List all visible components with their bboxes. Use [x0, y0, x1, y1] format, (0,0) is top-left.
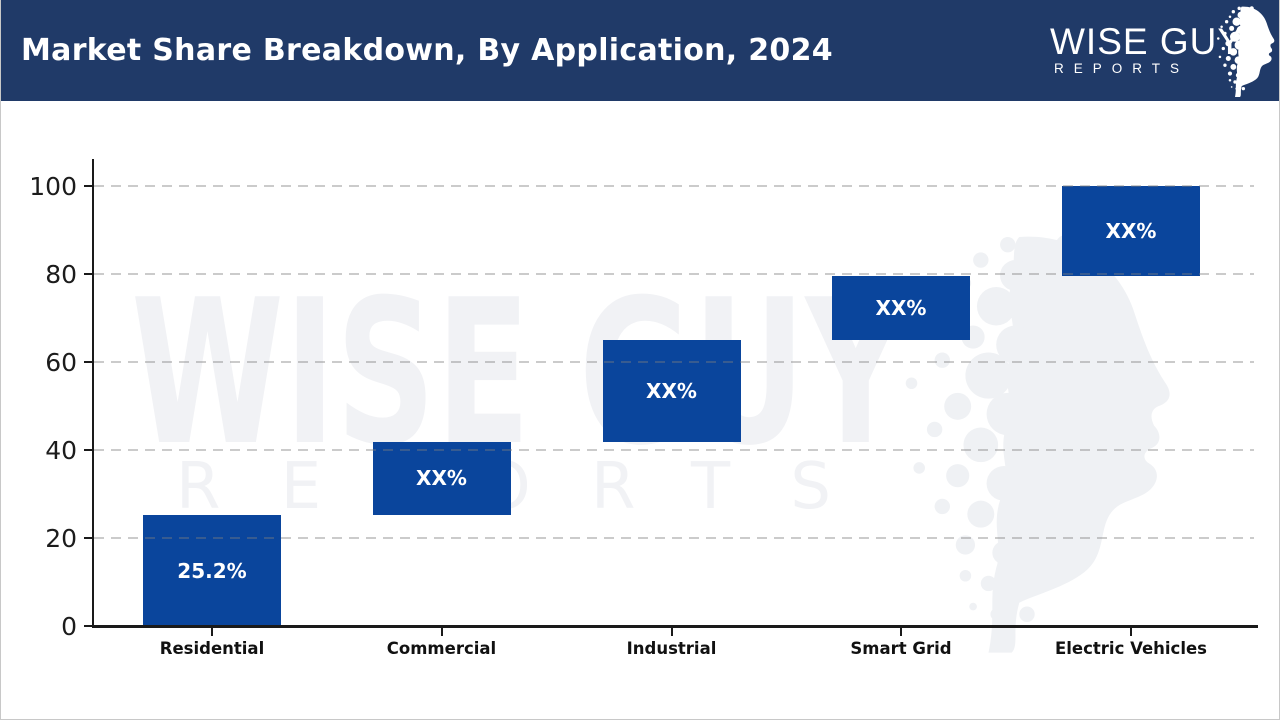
x-tick	[670, 627, 673, 636]
y-tick	[84, 273, 92, 275]
y-tick-label: 40	[45, 435, 77, 465]
page-title: Market Share Breakdown, By Application, …	[21, 33, 833, 68]
y-tick	[84, 537, 92, 539]
watermark: WISE GUY REPORTS	[131, 257, 908, 524]
bar-value-label: XX%	[416, 466, 467, 491]
gridline	[94, 537, 1254, 539]
y-tick	[84, 625, 92, 627]
gridline	[94, 361, 1254, 363]
bar-industrial: XX%	[602, 339, 741, 442]
bar-value-label: XX%	[1105, 219, 1157, 244]
x-category-label: Smart Grid	[850, 639, 952, 658]
x-axis-line	[92, 625, 1258, 628]
y-tick-label: 0	[61, 611, 77, 641]
x-category-label: Residential	[159, 639, 265, 658]
header: Market Share Breakdown, By Application, …	[1, 0, 1280, 101]
x-tick	[900, 627, 902, 636]
wiseguy-logo: WISE GUY REPORTS	[1036, 0, 1280, 101]
bar-smart-grid: XX%	[832, 276, 970, 340]
gridline	[94, 449, 1254, 451]
y-tick	[84, 449, 92, 451]
bar-electric-vehicles: XX%	[1062, 186, 1200, 277]
y-tick-label: 100	[29, 171, 77, 201]
x-category-label: Industrial	[626, 639, 717, 658]
bar-commercial: XX%	[372, 441, 511, 516]
chart-area: WISE GUY REPORTS 0 20 40 60 80 100 25.2% Reside…	[1, 101, 1279, 719]
bar-value-label: XX%	[875, 295, 927, 320]
watermark-wordmark: WISE GUY	[131, 257, 908, 490]
x-category-label: Electric Vehicles	[1054, 639, 1207, 658]
gridline	[94, 185, 1254, 187]
bar-value-label: 25.2%	[177, 558, 247, 583]
y-tick-label: 60	[45, 347, 77, 377]
y-axis-line	[92, 159, 94, 627]
bar-value-label: XX%	[646, 378, 697, 403]
y-tick	[84, 185, 92, 187]
logo-wordmark: WISE GUY	[1050, 21, 1244, 62]
x-tick	[211, 627, 213, 636]
y-tick-label: 20	[45, 523, 77, 553]
y-tick-label: 80	[45, 259, 77, 289]
gridline	[94, 273, 1254, 275]
x-tick	[440, 627, 443, 636]
logo-subtext: REPORTS	[1054, 61, 1190, 76]
x-category-label: Commercial	[386, 639, 497, 658]
y-tick	[84, 361, 92, 363]
wiseguy-head-icon	[1188, 5, 1280, 97]
bar-residential: 25.2%	[143, 515, 281, 626]
x-tick	[1130, 627, 1132, 636]
